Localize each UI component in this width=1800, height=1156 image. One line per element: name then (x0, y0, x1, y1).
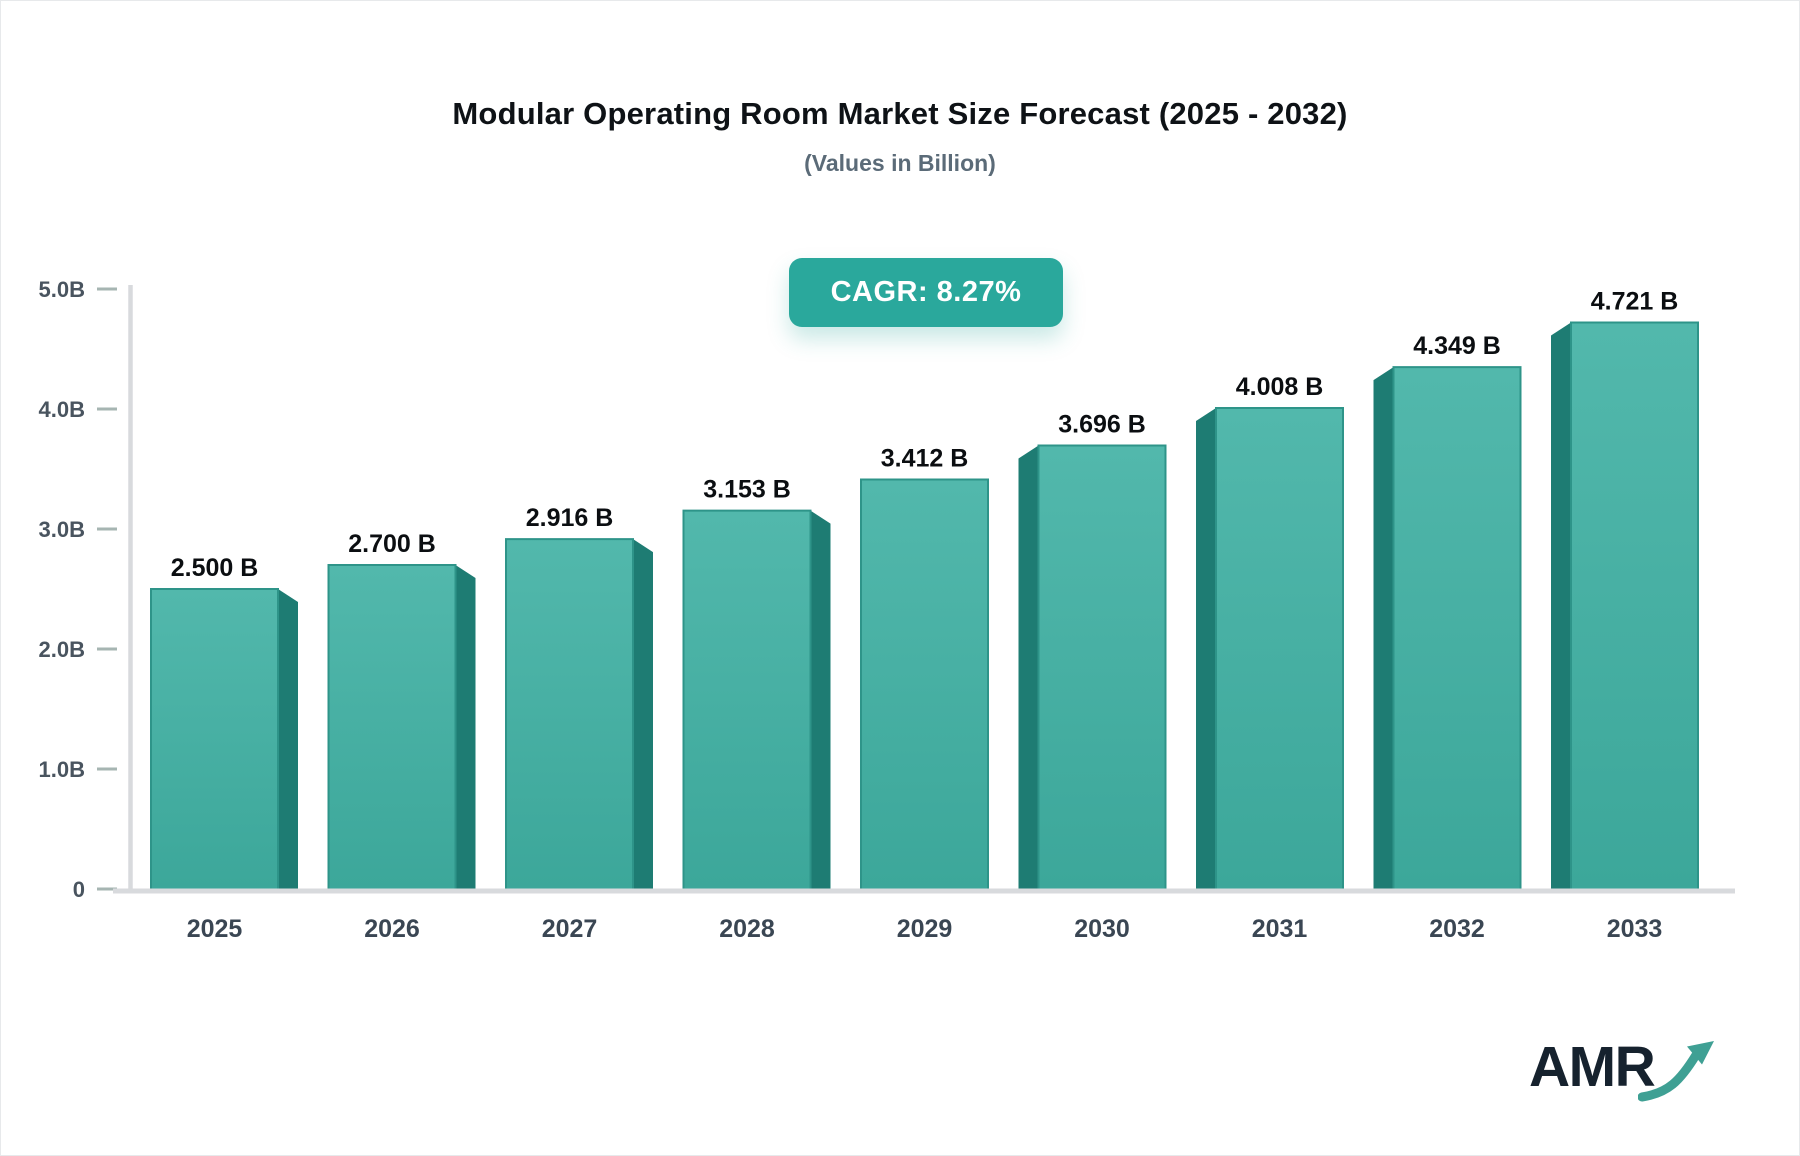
y-axis-label: 0 (73, 877, 85, 902)
brand-logo: AMR (1529, 1031, 1722, 1107)
bar-value-label: 4.721 B (1591, 287, 1679, 315)
bar-group-2028: 3.153 B 2028 (682, 476, 831, 943)
brand-logo-text: AMR (1529, 1035, 1656, 1099)
bar-group-2025: 2.500 B 2025 (150, 554, 298, 943)
y-axis-label: 2.0B (39, 637, 85, 662)
bar-group-2027: 2.916 B 2027 (505, 504, 653, 943)
x-axis-label: 2026 (364, 915, 420, 943)
bar-value-label: 3.412 B (881, 445, 969, 473)
x-axis-label: 2029 (897, 915, 953, 943)
bar-group-2026: 2.700 B 2026 (327, 530, 476, 943)
x-axis-label: 2030 (1074, 915, 1130, 943)
bar-side-face (1018, 445, 1039, 889)
bar-value-label: 4.008 B (1236, 373, 1324, 401)
x-axis-label: 2031 (1252, 915, 1308, 943)
cagr-badge-label: CAGR: 8.27% (830, 276, 1022, 308)
bar-front-face (1037, 444, 1167, 889)
bar-front-face (860, 478, 989, 889)
x-axis-label: 2025 (187, 915, 243, 943)
y-axis-label: 3.0B (39, 517, 85, 542)
bar-group-2033: 4.721 B 2033 (1551, 287, 1699, 943)
chart-subtitle: (Values in Billion) (804, 150, 996, 176)
x-axis-label: 2032 (1429, 915, 1485, 943)
bar-side-face (1373, 367, 1394, 889)
bar-side-face (633, 539, 653, 889)
trend-up-arrow-icon (1638, 1041, 1715, 1102)
bar-value-label: 3.153 B (703, 476, 791, 504)
bar-side-face (278, 589, 298, 889)
x-axis-label: 2028 (719, 915, 775, 943)
bar-side-face (455, 565, 476, 889)
bar-value-label: 2.500 B (171, 554, 259, 582)
y-axis-label: 4.0B (39, 397, 85, 422)
y-axis-label: 1.0B (39, 757, 85, 782)
bar-front-face (505, 538, 634, 889)
bar-group-2029: 3.412 B 2029 (860, 445, 989, 943)
bar-value-label: 2.700 B (348, 530, 436, 558)
bar-group-2031: 4.008 B 2031 (1196, 373, 1344, 943)
bar-side-face (1551, 322, 1571, 890)
y-axis-label: 5.0B (39, 277, 85, 302)
bar-front-face (150, 588, 279, 889)
bar-side-face (1196, 408, 1216, 889)
bar-value-label: 4.349 B (1413, 332, 1501, 360)
bar-group-2030: 3.696 B 2030 (1018, 410, 1167, 943)
chart-title: Modular Operating Room Market Size Forec… (452, 96, 1348, 131)
x-axis-label: 2033 (1607, 915, 1663, 943)
cagr-badge: CAGR: 8.27% (789, 258, 1063, 327)
bar-value-label: 2.916 B (526, 504, 614, 532)
bar-front-face (1392, 366, 1522, 889)
bar-front-face (327, 564, 457, 889)
bar-value-label: 3.696 B (1058, 410, 1146, 438)
bar-front-face (1570, 321, 1699, 889)
bar-front-face (1215, 407, 1344, 889)
bar-side-face (810, 510, 831, 889)
bar-front-face (682, 509, 812, 889)
bar-group-2032: 4.349 B 2032 (1373, 332, 1522, 943)
x-axis-label: 2027 (542, 915, 598, 943)
